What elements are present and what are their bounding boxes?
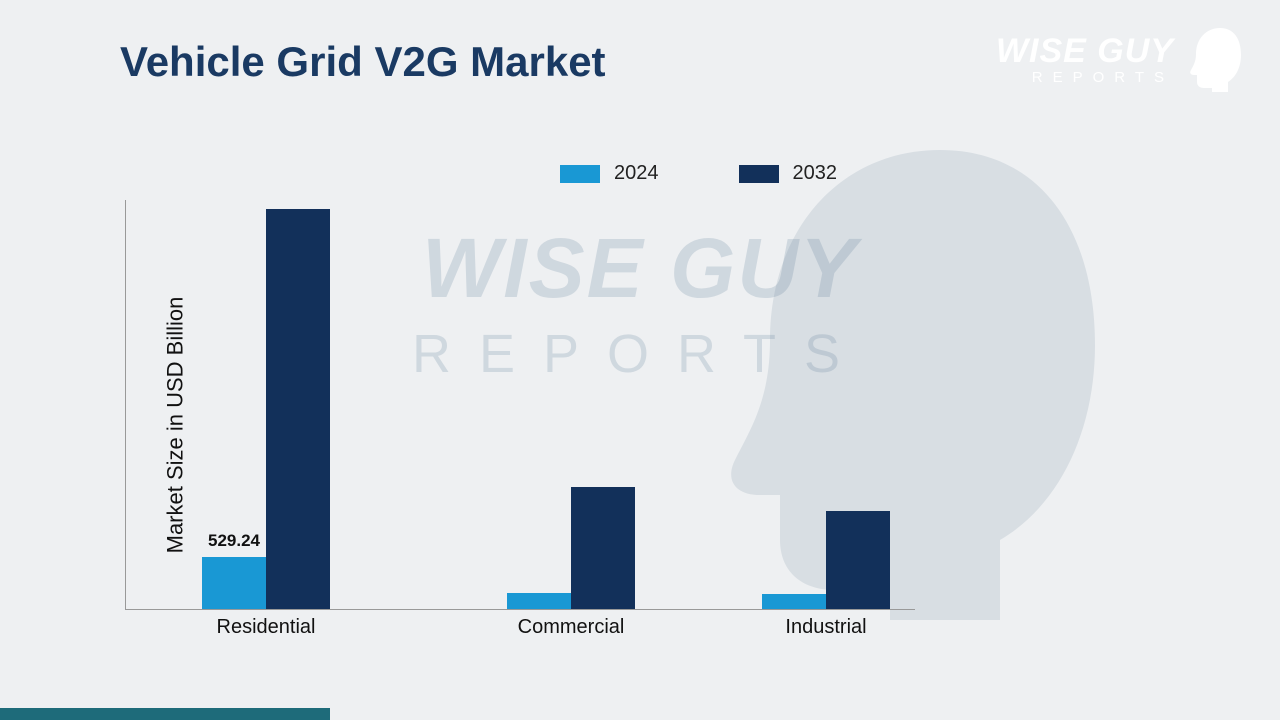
- legend-label: 2024: [614, 162, 659, 185]
- bottom-accent-bar: [0, 708, 330, 720]
- legend: 2024 2032: [560, 162, 837, 185]
- legend-item: 2024: [560, 162, 659, 185]
- bar-value-label: 529.24: [208, 531, 260, 551]
- bar-group: 529.24Residential: [166, 209, 366, 609]
- brain-head-icon: [1180, 24, 1250, 94]
- bar: [571, 487, 635, 609]
- category-label: Industrial: [726, 616, 926, 639]
- page-root: WISE GUY REPORTS WISE GUY REPORTS: [0, 0, 1280, 720]
- bar-group: Commercial: [471, 487, 671, 609]
- brand-logo: WISE GUY REPORTS: [996, 24, 1250, 94]
- chart-area: Market Size in USD Billion 529.24Residen…: [95, 200, 915, 650]
- legend-label: 2032: [793, 162, 838, 185]
- plot-area: 529.24ResidentialCommercialIndustrial: [125, 200, 915, 610]
- bar: [507, 593, 571, 609]
- chart-title: Vehicle Grid V2G Market: [120, 38, 606, 86]
- legend-item: 2032: [739, 162, 838, 185]
- bar: 529.24: [202, 557, 266, 609]
- legend-swatch: [739, 165, 779, 183]
- bar: [266, 209, 330, 609]
- legend-swatch: [560, 165, 600, 183]
- bar: [762, 594, 826, 609]
- logo-line2: REPORTS: [996, 69, 1174, 86]
- bar-group: Industrial: [726, 511, 926, 609]
- logo-line1: WISE GUY: [996, 32, 1174, 71]
- category-label: Residential: [166, 616, 366, 639]
- category-label: Commercial: [471, 616, 671, 639]
- bar: [826, 511, 890, 609]
